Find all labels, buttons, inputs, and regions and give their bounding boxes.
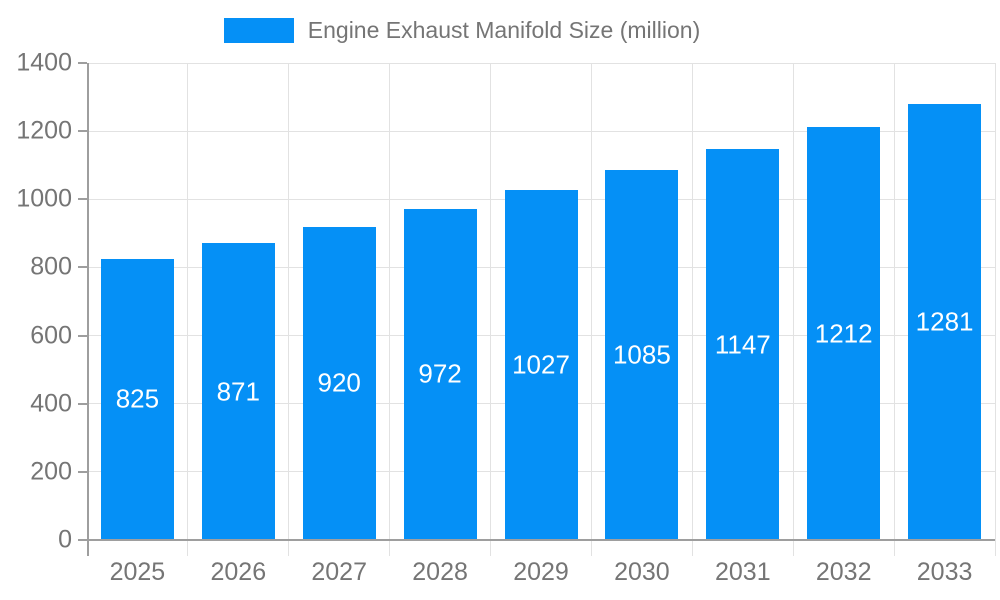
x-tick-label: 2029 [513, 558, 569, 586]
y-tick-label: 1000 [16, 184, 72, 213]
x-tick-label: 2031 [714, 558, 771, 586]
legend-swatch-icon [223, 17, 294, 43]
y-tick-label: 1400 [16, 48, 72, 77]
y-tick-label: 200 [30, 457, 72, 486]
gridline-vertical [691, 63, 693, 556]
y-axis-tick [78, 402, 87, 405]
plot-area: 825 871 920 972 1027 1085 1147 1212 1281 [78, 62, 996, 556]
gridline-vertical [994, 63, 996, 556]
gridline-horizontal [87, 130, 995, 132]
gridline-vertical [389, 63, 391, 556]
legend[interactable]: Engine Exhaust Manifold Size (million) [0, 17, 962, 43]
bar[interactable]: 1212 [807, 127, 881, 540]
bar[interactable]: 1281 [908, 103, 982, 540]
y-tick-label: 0 [58, 525, 72, 554]
bar[interactable]: 1147 [706, 149, 780, 540]
x-tick-label: 2026 [210, 558, 267, 586]
y-axis-line [87, 63, 89, 556]
y-axis-tick [78, 470, 87, 473]
bar-value-label: 1085 [612, 339, 671, 370]
gridline-vertical [288, 63, 290, 556]
y-axis-tick [78, 130, 87, 133]
y-axis-tick [78, 62, 87, 64]
gridline-vertical [490, 63, 492, 556]
x-axis-line [87, 539, 995, 541]
y-axis-tick [78, 198, 87, 201]
x-tick-label: 2032 [815, 558, 872, 586]
y-tick-label: 600 [30, 321, 72, 350]
bar-value-label: 871 [216, 376, 260, 407]
gridline-horizontal [87, 62, 995, 64]
x-tick-label: 2028 [412, 558, 468, 586]
bar[interactable]: 1085 [605, 170, 679, 540]
gridline-vertical [590, 63, 592, 556]
bar-value-label: 825 [115, 383, 160, 414]
bar-value-label: 1281 [915, 306, 974, 337]
y-axis-tick [78, 539, 87, 541]
y-axis-tick [78, 266, 87, 269]
bar-value-label: 1147 [714, 329, 771, 360]
gridline-vertical [187, 63, 189, 556]
bar[interactable]: 871 [201, 243, 275, 540]
y-tick-label: 1200 [16, 116, 72, 145]
bar[interactable]: 972 [403, 208, 477, 540]
bar[interactable]: 825 [100, 258, 174, 540]
bar-value-label: 1212 [814, 318, 873, 349]
x-tick-label: 2027 [311, 558, 367, 586]
y-tick-label: 400 [30, 389, 72, 418]
gridline-vertical [792, 63, 794, 556]
y-axis-labels: 0 200 400 600 800 1000 1200 1400 [0, 50, 72, 552]
x-tick-label: 2025 [109, 558, 166, 586]
y-tick-label: 800 [30, 252, 72, 281]
legend-label: Engine Exhaust Manifold Size (million) [307, 16, 701, 43]
x-tick-label: 2030 [614, 558, 670, 586]
bar-value-label: 972 [418, 358, 462, 389]
x-axis-labels: 2025 2026 2027 2028 2029 2030 2031 2032 2033 [87, 560, 995, 590]
bar[interactable]: 920 [302, 226, 376, 540]
x-tick-label: 2033 [916, 558, 973, 586]
bar-value-label: 1027 [512, 349, 570, 380]
gridline-vertical [893, 63, 895, 556]
y-axis-tick [78, 334, 87, 337]
bar[interactable]: 1027 [504, 190, 578, 540]
bar-value-label: 920 [317, 367, 361, 398]
